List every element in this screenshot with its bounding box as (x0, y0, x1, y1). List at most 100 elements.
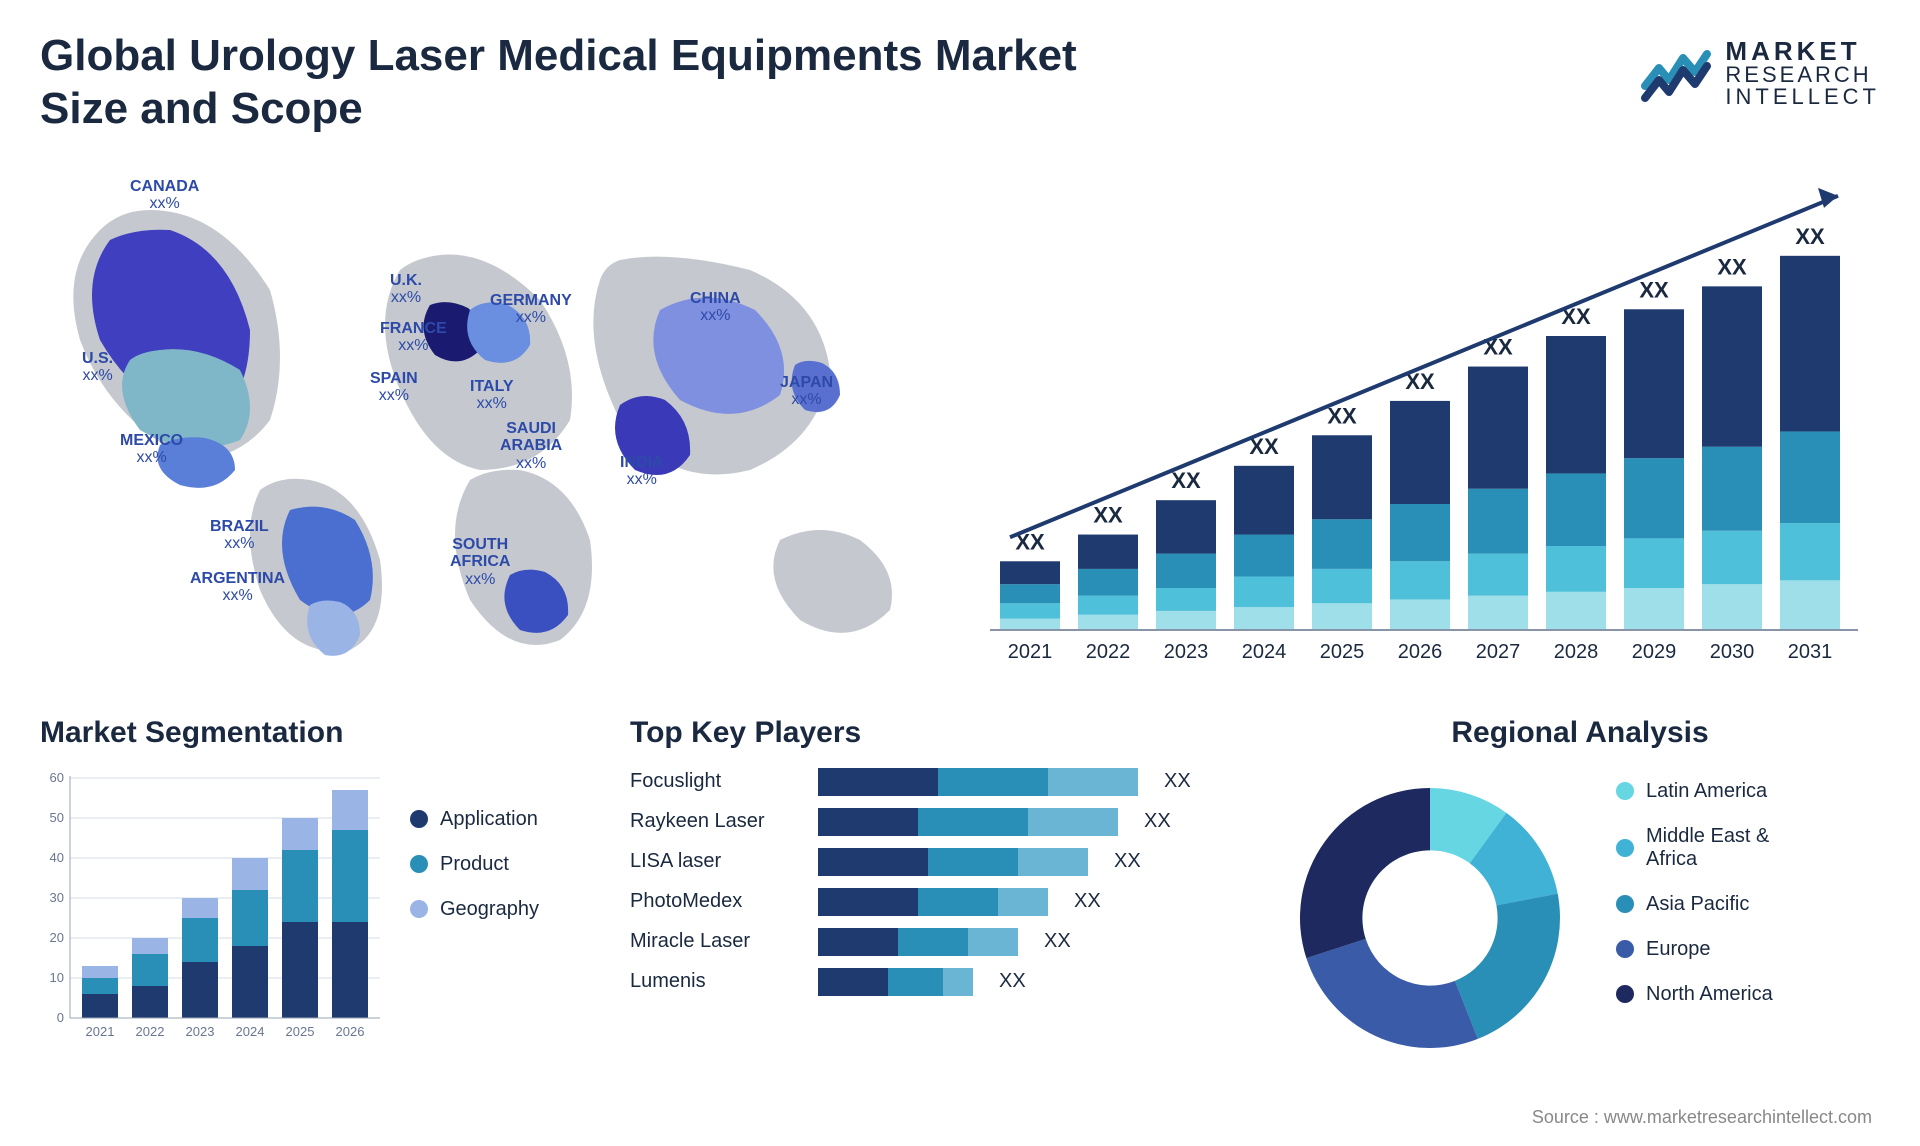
key-player-label: LISA laser (630, 850, 800, 873)
key-player-value: XX (1074, 890, 1101, 913)
country-label-japan: JAPANxx% (780, 374, 833, 409)
legend-label: Product (440, 853, 509, 876)
key-player-value: XX (1144, 810, 1171, 833)
country-label-south-africa: SOUTHAFRICAxx% (450, 536, 510, 589)
key-player-value: XX (999, 970, 1026, 993)
key-player-bar (818, 888, 1048, 916)
legend-dot (1616, 985, 1634, 1003)
country-label-india: INDIAxx% (620, 454, 664, 489)
svg-text:2026: 2026 (1398, 641, 1443, 663)
segmentation-chart: 0102030405060202120222023202420252026 (40, 768, 380, 1048)
country-label-china: CHINAxx% (690, 290, 741, 325)
country-label-u-k-: U.K.xx% (390, 272, 422, 307)
svg-text:50: 50 (50, 810, 64, 825)
svg-text:2024: 2024 (1242, 641, 1287, 663)
key-player-row: Raykeen Laser XX (630, 808, 1250, 836)
legend-label: North America (1646, 983, 1773, 1006)
svg-text:2025: 2025 (286, 1024, 315, 1039)
country-label-mexico: MEXICOxx% (120, 432, 183, 467)
country-label-brazil: BRAZILxx% (210, 518, 269, 553)
key-player-row: PhotoMedex XX (630, 888, 1250, 916)
svg-text:2023: 2023 (186, 1024, 215, 1039)
key-player-row: Miracle LaserXX (630, 928, 1250, 956)
key-player-bar (818, 848, 1088, 876)
bottom-row: Market Segmentation 01020304050602021202… (40, 716, 1880, 1068)
legend-dot (410, 855, 428, 873)
country-label-germany: GERMANYxx% (490, 292, 572, 327)
top-row: CANADAxx% U.S.xx% MEXICOxx% BRAZILxx% ARGENT… (40, 160, 1880, 680)
svg-text:2029: 2029 (1632, 641, 1677, 663)
key-player-row: LISA laser XX (630, 848, 1250, 876)
regional-legend: Latin America Middle East &Africa Asia Pac… (1616, 768, 1773, 1068)
legend-dot (1616, 782, 1634, 800)
svg-text:XX: XX (1171, 468, 1201, 493)
key-player-value: XX (1114, 850, 1141, 873)
svg-text:20: 20 (50, 930, 64, 945)
key-players-rows: FocuslightXXRaykeen LaserXXLISA laserXXP… (630, 768, 1250, 996)
svg-text:0: 0 (57, 1010, 64, 1025)
segmentation-legend-item: Application (410, 808, 539, 831)
key-player-bar (818, 808, 1118, 836)
legend-dot (1616, 940, 1634, 958)
key-player-label: PhotoMedex (630, 890, 800, 913)
legend-label: Application (440, 808, 538, 831)
legend-dot (1616, 895, 1634, 913)
regional-legend-item: Latin America (1616, 780, 1773, 803)
segmentation-legend-item: Geography (410, 898, 539, 921)
logo-line2: RESEARCH (1725, 64, 1880, 86)
svg-text:XX: XX (1717, 254, 1747, 279)
svg-text:2021: 2021 (1008, 641, 1053, 663)
country-label-france: FRANCExx% (380, 320, 447, 355)
svg-text:XX: XX (1327, 403, 1357, 428)
svg-text:40: 40 (50, 850, 64, 865)
segmentation-legend: Application Product Geography (410, 768, 539, 1048)
regional-title: Regional Analysis (1280, 716, 1880, 750)
logo: MARKET RESEARCH INTELLECT (1641, 38, 1880, 108)
key-players-panel: Top Key Players FocuslightXXRaykeen Lase… (630, 716, 1250, 1068)
segmentation-legend-item: Product (410, 853, 539, 876)
svg-text:2028: 2028 (1554, 641, 1599, 663)
legend-label: Geography (440, 898, 539, 921)
key-player-label: Lumenis (630, 970, 800, 993)
key-player-bar (818, 928, 1018, 956)
regional-legend-item: Asia Pacific (1616, 893, 1773, 916)
logo-icon (1641, 38, 1711, 108)
country-label-argentina: ARGENTINAxx% (190, 570, 285, 605)
logo-line1: MARKET (1725, 38, 1880, 64)
svg-text:2025: 2025 (1320, 641, 1365, 663)
regional-legend-item: Europe (1616, 938, 1773, 961)
country-label-spain: SPAINxx% (370, 370, 418, 405)
svg-text:2022: 2022 (136, 1024, 165, 1039)
key-players-title: Top Key Players (630, 716, 1250, 750)
key-player-row: Lumenis XX (630, 968, 1250, 996)
logo-line3: INTELLECT (1725, 86, 1880, 108)
svg-text:10: 10 (50, 970, 64, 985)
svg-text:2031: 2031 (1788, 641, 1833, 663)
segmentation-title: Market Segmentation (40, 716, 600, 750)
country-label-canada: CANADAxx% (130, 178, 199, 213)
segmentation-panel: Market Segmentation 01020304050602021202… (40, 716, 600, 1068)
svg-text:2023: 2023 (1164, 641, 1209, 663)
legend-dot (410, 810, 428, 828)
country-label-u-s-: U.S.xx% (82, 350, 113, 385)
svg-text:2026: 2026 (336, 1024, 365, 1039)
key-player-label: Focuslight (630, 770, 800, 793)
key-player-label: Miracle Laser (630, 930, 800, 953)
key-player-value: XX (1164, 770, 1191, 793)
svg-text:XX: XX (1639, 277, 1669, 302)
svg-text:2022: 2022 (1086, 641, 1131, 663)
legend-dot (410, 900, 428, 918)
regional-panel: Regional Analysis Latin America Middle Ea… (1280, 716, 1880, 1068)
forecast-chart: XX2021XX2022XX2023XX2024XX2025XX2026XX20… (960, 160, 1880, 680)
legend-label: Latin America (1646, 780, 1767, 803)
svg-text:XX: XX (1093, 502, 1123, 527)
source-text: Source : www.marketresearchintellect.com (1532, 1107, 1872, 1128)
world-map: CANADAxx% U.S.xx% MEXICOxx% BRAZILxx% ARGENT… (40, 160, 920, 680)
regional-legend-item: North America (1616, 983, 1773, 1006)
world-map-svg (40, 160, 920, 680)
forecast-chart-svg: XX2021XX2022XX2023XX2024XX2025XX2026XX20… (960, 160, 1880, 680)
legend-label: Europe (1646, 938, 1711, 961)
key-player-label: Raykeen Laser (630, 810, 800, 833)
svg-text:XX: XX (1795, 223, 1825, 248)
regional-legend-item: Middle East &Africa (1616, 825, 1773, 871)
